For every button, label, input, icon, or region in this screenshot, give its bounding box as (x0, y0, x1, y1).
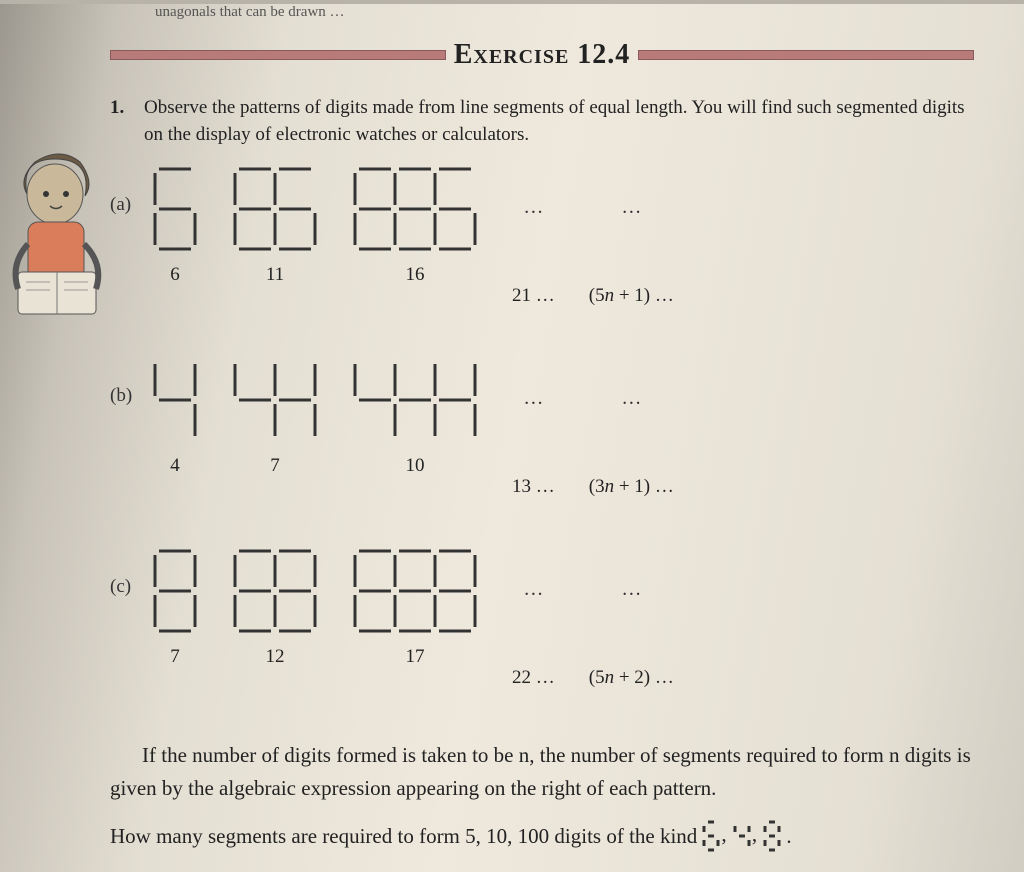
four-figure (232, 357, 318, 443)
four-figure (352, 357, 478, 443)
ellipsis: … (513, 548, 553, 601)
segment-count: 10 (406, 455, 425, 479)
row-figures: 4 7 10 … 13 … … (3n + 1) … (152, 357, 674, 500)
final-question-prefix: How many segments are required to form 5… (110, 820, 697, 853)
eight-figure (232, 548, 318, 634)
segment-count: 16 (406, 264, 425, 288)
segment-count: 21 … (512, 285, 555, 309)
segment-count: 4 (170, 455, 180, 479)
title-bar: Exercise 12.4 (110, 39, 974, 71)
title-line-right (638, 50, 974, 60)
formula: (5n + 2) … (589, 667, 674, 691)
question-number: 1. (110, 95, 134, 148)
eight-figure (352, 548, 478, 634)
ellipsis: … (513, 357, 553, 410)
segment-count: 7 (170, 646, 180, 670)
eight-figure (152, 548, 198, 634)
pattern-row: (b) 4 7 10 … 13 … … (3n + 1) … (110, 357, 974, 500)
formula: (3n + 1) … (589, 476, 674, 500)
eight-figure (762, 819, 782, 853)
row-figures: 6 11 16 … 21 … … (5n + 1) … (152, 166, 674, 309)
figure-column: 4 (152, 357, 198, 479)
top-cutoff-text: unagonals that can be drawn … (155, 4, 974, 21)
six-figure (352, 166, 478, 252)
question-text: Observe the patterns of digits made from… (144, 95, 974, 148)
formula-column: … (5n + 1) … (589, 166, 674, 309)
segment-count: 6 (170, 264, 180, 288)
pattern-rows: (a)61116…21 ……(5n + 1) …(b)4710…13 ……(3n… (110, 166, 974, 691)
four-figure (732, 819, 752, 853)
segment-count: 12 (266, 646, 285, 670)
figure-column: 6 (152, 166, 198, 288)
title-line-left (110, 50, 446, 60)
six-figure (232, 166, 318, 252)
segment-count: 22 … (512, 667, 555, 691)
segment-count: 17 (406, 646, 425, 670)
pattern-row: (c) 7 12 17 … 22 … … (5n + 2) … (110, 548, 974, 691)
row-figures: 7 12 17 … 22 … … (5n + 2) … (152, 548, 674, 691)
six-figure (701, 819, 721, 853)
segment-count: 11 (266, 264, 284, 288)
figure-column: 11 (232, 166, 318, 288)
figure-column: 7 (152, 548, 198, 670)
row-label: (c) (110, 548, 152, 598)
final-question-suffix: . (786, 820, 791, 853)
question-1: 1. Observe the patterns of digits made f… (110, 95, 974, 148)
segment-count: 7 (270, 455, 280, 479)
ellipsis-column: … 21 … (512, 166, 555, 309)
ellipsis: … (611, 357, 651, 410)
page: unagonals that can be drawn … Exercise 1… (0, 4, 1024, 872)
four-figure (152, 357, 198, 443)
ellipsis: … (611, 166, 651, 219)
formula-column: … (3n + 1) … (589, 357, 674, 500)
figure-column: 16 (352, 166, 478, 288)
ellipsis: … (611, 548, 651, 601)
ellipsis: … (513, 166, 553, 219)
six-figure (152, 166, 198, 252)
final-question: How many segments are required to form 5… (110, 818, 974, 853)
girl-reading-icon (0, 144, 118, 354)
ellipsis-column: … 13 … (512, 357, 555, 500)
explanation-paragraph: If the number of digits formed is taken … (110, 739, 974, 804)
figure-column: 10 (352, 357, 478, 479)
figure-column: 17 (352, 548, 478, 670)
segment-count: 13 … (512, 476, 555, 500)
figure-column: 12 (232, 548, 318, 670)
row-label: (b) (110, 357, 152, 407)
formula: (5n + 1) … (589, 285, 674, 309)
exercise-title: Exercise 12.4 (454, 39, 631, 71)
pattern-row: (a)61116…21 ……(5n + 1) … (110, 166, 974, 309)
ellipsis-column: … 22 … (512, 548, 555, 691)
formula-column: … (5n + 2) … (589, 548, 674, 691)
figure-column: 7 (232, 357, 318, 479)
mini-digits: , , (701, 818, 782, 853)
